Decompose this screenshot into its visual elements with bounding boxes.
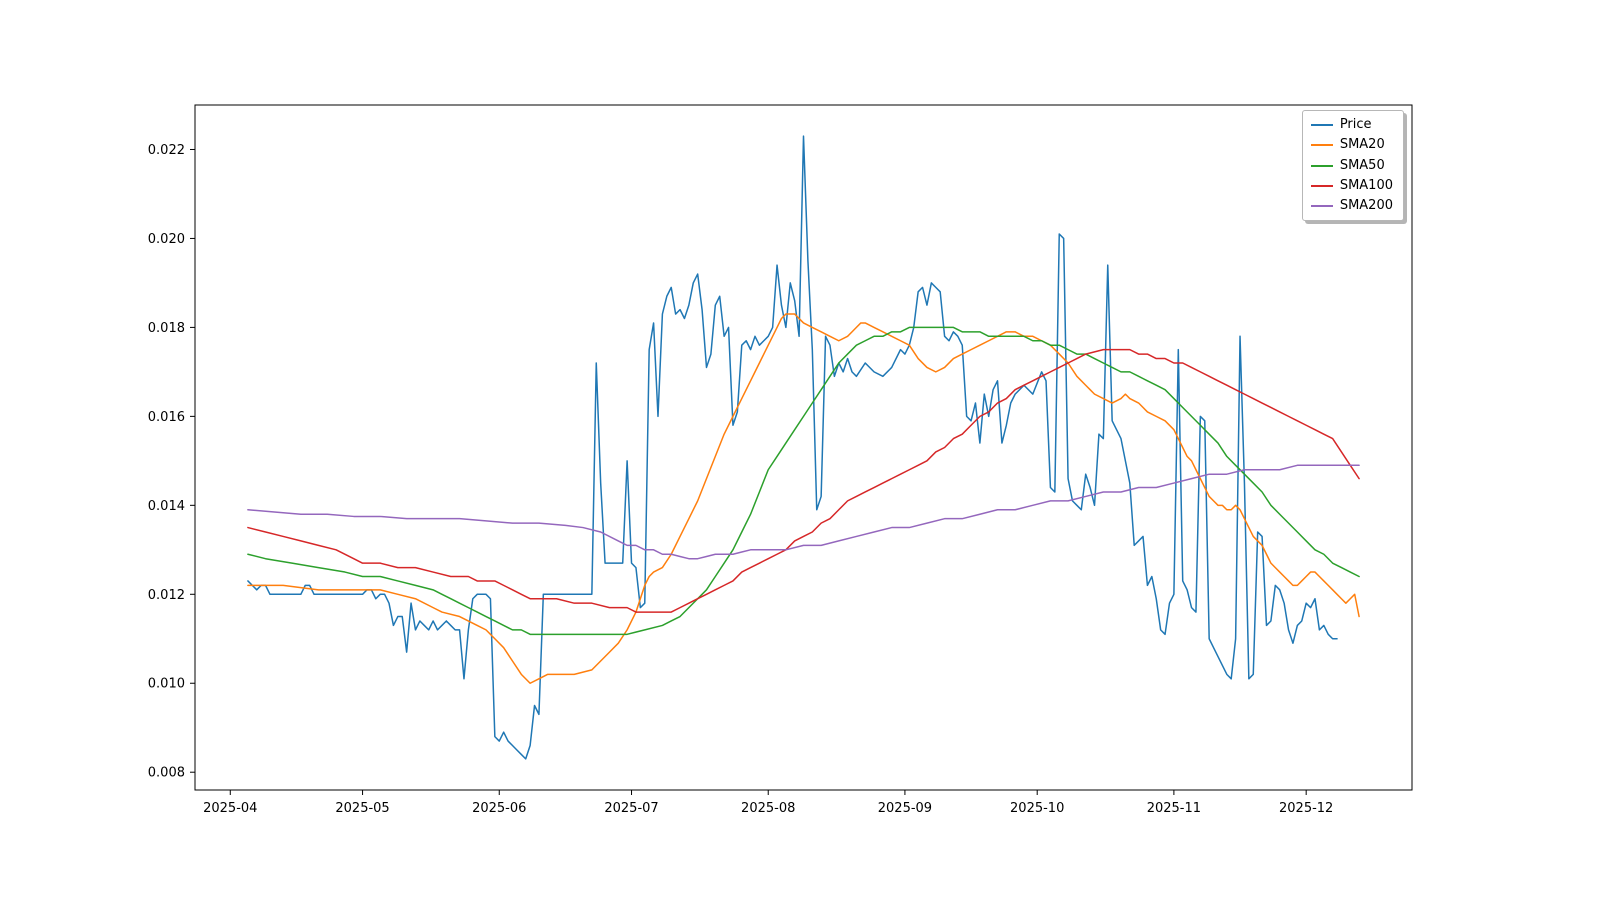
x-tick-label: 2025-06	[472, 801, 526, 816]
series-line-sma100	[247, 348, 1360, 613]
x-tick-label: 2025-07	[604, 801, 658, 816]
legend-label-price: Price	[1339, 117, 1372, 132]
legend-label-sma20: SMA20	[1339, 137, 1385, 153]
legend-item-price: Price	[1310, 117, 1393, 133]
legend-label-sma50: SMA50	[1339, 157, 1385, 173]
legend-label-sma200: SMA200	[1339, 198, 1393, 213]
x-tick-label: 2025-08	[741, 801, 795, 816]
y-tick-label: 0.012	[148, 588, 185, 603]
x-tick-label: 2025-09	[878, 801, 932, 816]
x-tick-label: 2025-10	[1010, 801, 1064, 816]
y-tick-label: 0.008	[148, 766, 185, 781]
plot-frame	[194, 104, 1413, 791]
y-tick-label: 0.020	[148, 232, 185, 247]
legend-label-sma100: SMA100	[1339, 177, 1393, 193]
y-tick-label: 0.010	[148, 677, 185, 692]
x-tick-label: 2025-05	[335, 801, 389, 816]
x-tick-label: 2025-12	[1279, 801, 1333, 816]
sma100-line-swatch	[1310, 184, 1333, 187]
series-line-sma20	[247, 313, 1360, 684]
legend-item-sma200: SMA200	[1310, 198, 1393, 214]
x-tick-label: 2025-11	[1147, 801, 1201, 816]
series-line-price	[247, 135, 1338, 760]
y-tick-label: 0.016	[148, 410, 185, 425]
y-tick-label: 0.022	[148, 143, 185, 158]
price-line-swatch	[1310, 124, 1333, 127]
legend-item-sma50: SMA50	[1310, 157, 1393, 174]
legend-item-sma100: SMA100	[1310, 177, 1393, 194]
series-line-sma200	[247, 464, 1360, 560]
x-tick-label: 2025-04	[203, 801, 257, 816]
y-tick-label: 0.014	[148, 499, 185, 514]
series-line-sma50	[247, 326, 1360, 636]
legend-item-sma20: SMA20	[1310, 137, 1393, 153]
sma200-line-swatch	[1310, 205, 1333, 208]
sma20-line-swatch	[1310, 144, 1333, 147]
legend: Price SMA20 SMA50 SMA100 SMA200	[1301, 110, 1404, 222]
sma50-line-swatch	[1310, 164, 1333, 167]
y-tick-label: 0.018	[148, 321, 185, 336]
